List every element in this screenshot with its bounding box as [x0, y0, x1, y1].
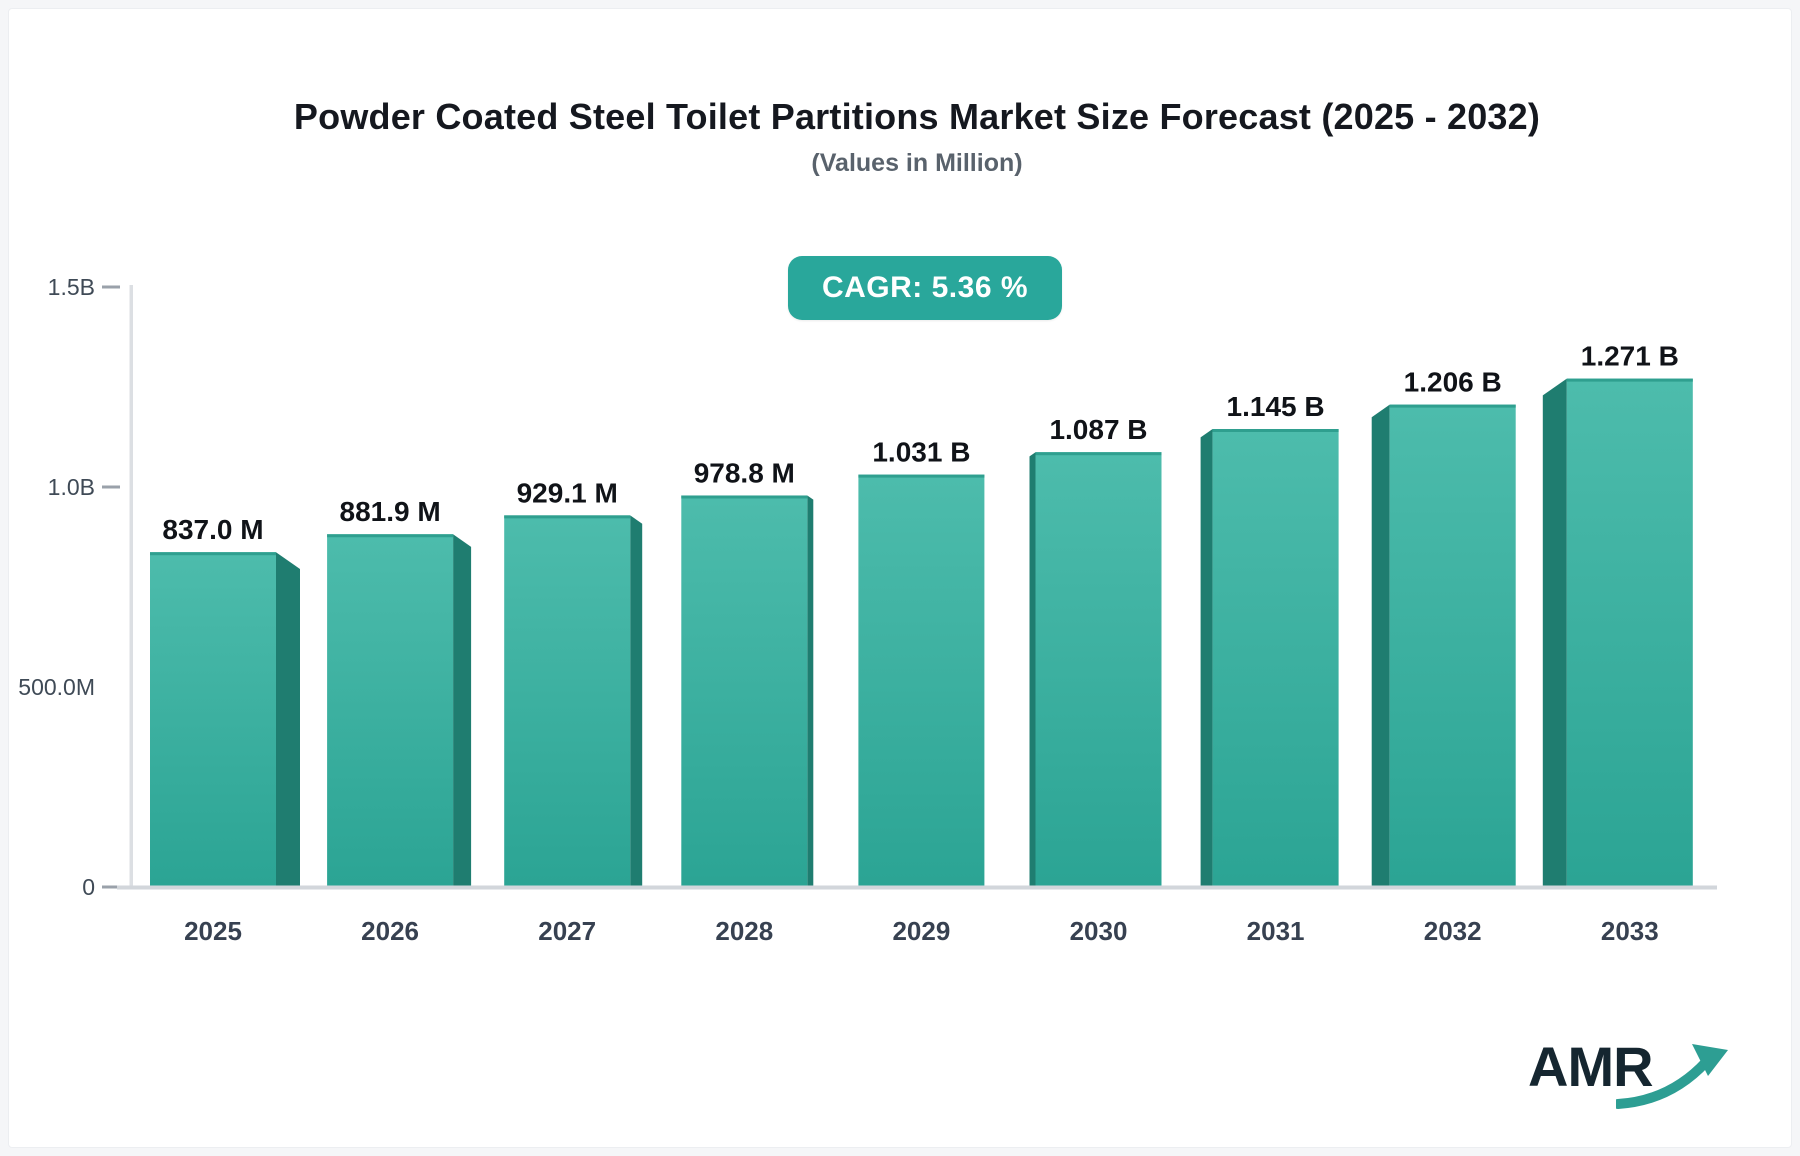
- x-axis-label: 2026: [361, 916, 419, 946]
- bar-front-face: [681, 495, 808, 887]
- bar-2032: 1.206 B 2032: [1371, 367, 1516, 946]
- bar-value-label: 1.145 B: [1227, 391, 1325, 422]
- bar-side-face: [630, 515, 643, 887]
- y-axis-tick: [102, 285, 120, 289]
- y-axis-tick: [102, 485, 120, 489]
- bar-top-edge: [858, 474, 985, 478]
- bar-value-label: 1.271 B: [1581, 341, 1679, 372]
- bar-side-face: [1371, 404, 1390, 887]
- cagr-badge-label: CAGR: 5.36 %: [821, 271, 1029, 304]
- y-axis-label: 1.5B: [48, 274, 95, 300]
- x-axis-label: 2032: [1424, 916, 1482, 946]
- bar-top-edge: [681, 495, 808, 499]
- page-title: Powder Coated Steel Toilet Partitions Ma…: [293, 96, 1541, 137]
- bar-side-face: [807, 495, 814, 887]
- bar-value-label: 1.087 B: [1049, 414, 1147, 445]
- amr-logo-text: AMR: [1528, 1035, 1654, 1098]
- bar-2029: 1.031 B 2029: [858, 437, 985, 946]
- bar-top-edge: [327, 534, 454, 538]
- y-axis-label: 500.0M: [18, 674, 95, 700]
- x-axis-label: 2030: [1070, 916, 1128, 946]
- bar-front-face: [1212, 429, 1339, 887]
- bar-front-face: [504, 515, 631, 887]
- bar-2031: 1.145 B 2031: [1200, 391, 1339, 946]
- cagr-badge: CAGR: 5.36 %: [788, 256, 1062, 320]
- y-axis-label: 1.0B: [48, 474, 95, 500]
- x-axis-label: 2025: [184, 916, 242, 946]
- bar-value-label: 1.031 B: [872, 437, 970, 468]
- page-subtitle: (Values in Million): [811, 149, 1023, 177]
- bar-value-label: 1.206 B: [1404, 367, 1502, 398]
- bar-front-face: [1389, 404, 1516, 887]
- bar-2026: 881.9 M 2026: [327, 496, 472, 946]
- x-axis-label: 2029: [892, 916, 950, 946]
- bar-2033: 1.271 B 2033: [1542, 341, 1693, 946]
- x-axis-label: 2027: [538, 916, 596, 946]
- bar-value-label: 978.8 M: [694, 457, 795, 488]
- bar-front-face: [858, 474, 985, 887]
- amr-logo: AMR: [1528, 1034, 1728, 1114]
- x-axis-line: [117, 885, 1717, 890]
- bar-2025: 837.0 M 2025: [150, 514, 300, 946]
- bar-top-edge: [150, 552, 276, 556]
- bar-side-face: [1200, 429, 1213, 887]
- y-axis-tick: [102, 885, 120, 889]
- bar-2030: 1.087 B 2030: [1029, 414, 1162, 946]
- bar-top-edge: [1212, 429, 1339, 432]
- bar-side-face: [453, 534, 472, 887]
- x-axis-label: 2028: [715, 916, 773, 946]
- bar-top-edge: [504, 515, 631, 519]
- bar-top-edge: [1389, 404, 1516, 408]
- bar-value-label: 837.0 M: [162, 514, 263, 545]
- bar-front-face: [150, 552, 276, 887]
- bar-top-edge: [1566, 378, 1693, 382]
- y-axis-line: [129, 285, 133, 887]
- bar-side-face: [1029, 452, 1036, 887]
- bar-front-face: [1566, 378, 1693, 887]
- growth-arrow-icon: [1616, 1044, 1728, 1109]
- bar-2028: 978.8 M 2028: [681, 457, 814, 946]
- bar-front-face: [327, 534, 454, 887]
- bar-2027: 929.1 M 2027: [504, 477, 643, 946]
- bar-side-face: [276, 552, 300, 887]
- bar-value-label: 881.9 M: [340, 496, 441, 527]
- bar-side-face: [1542, 378, 1567, 887]
- bar-top-edge: [1035, 452, 1162, 456]
- bar-value-label: 929.1 M: [517, 477, 618, 508]
- bar-front-face: [1035, 452, 1162, 887]
- y-axis-label: 0: [82, 874, 95, 900]
- x-axis-label: 2031: [1247, 916, 1305, 946]
- x-axis-label: 2033: [1601, 916, 1659, 946]
